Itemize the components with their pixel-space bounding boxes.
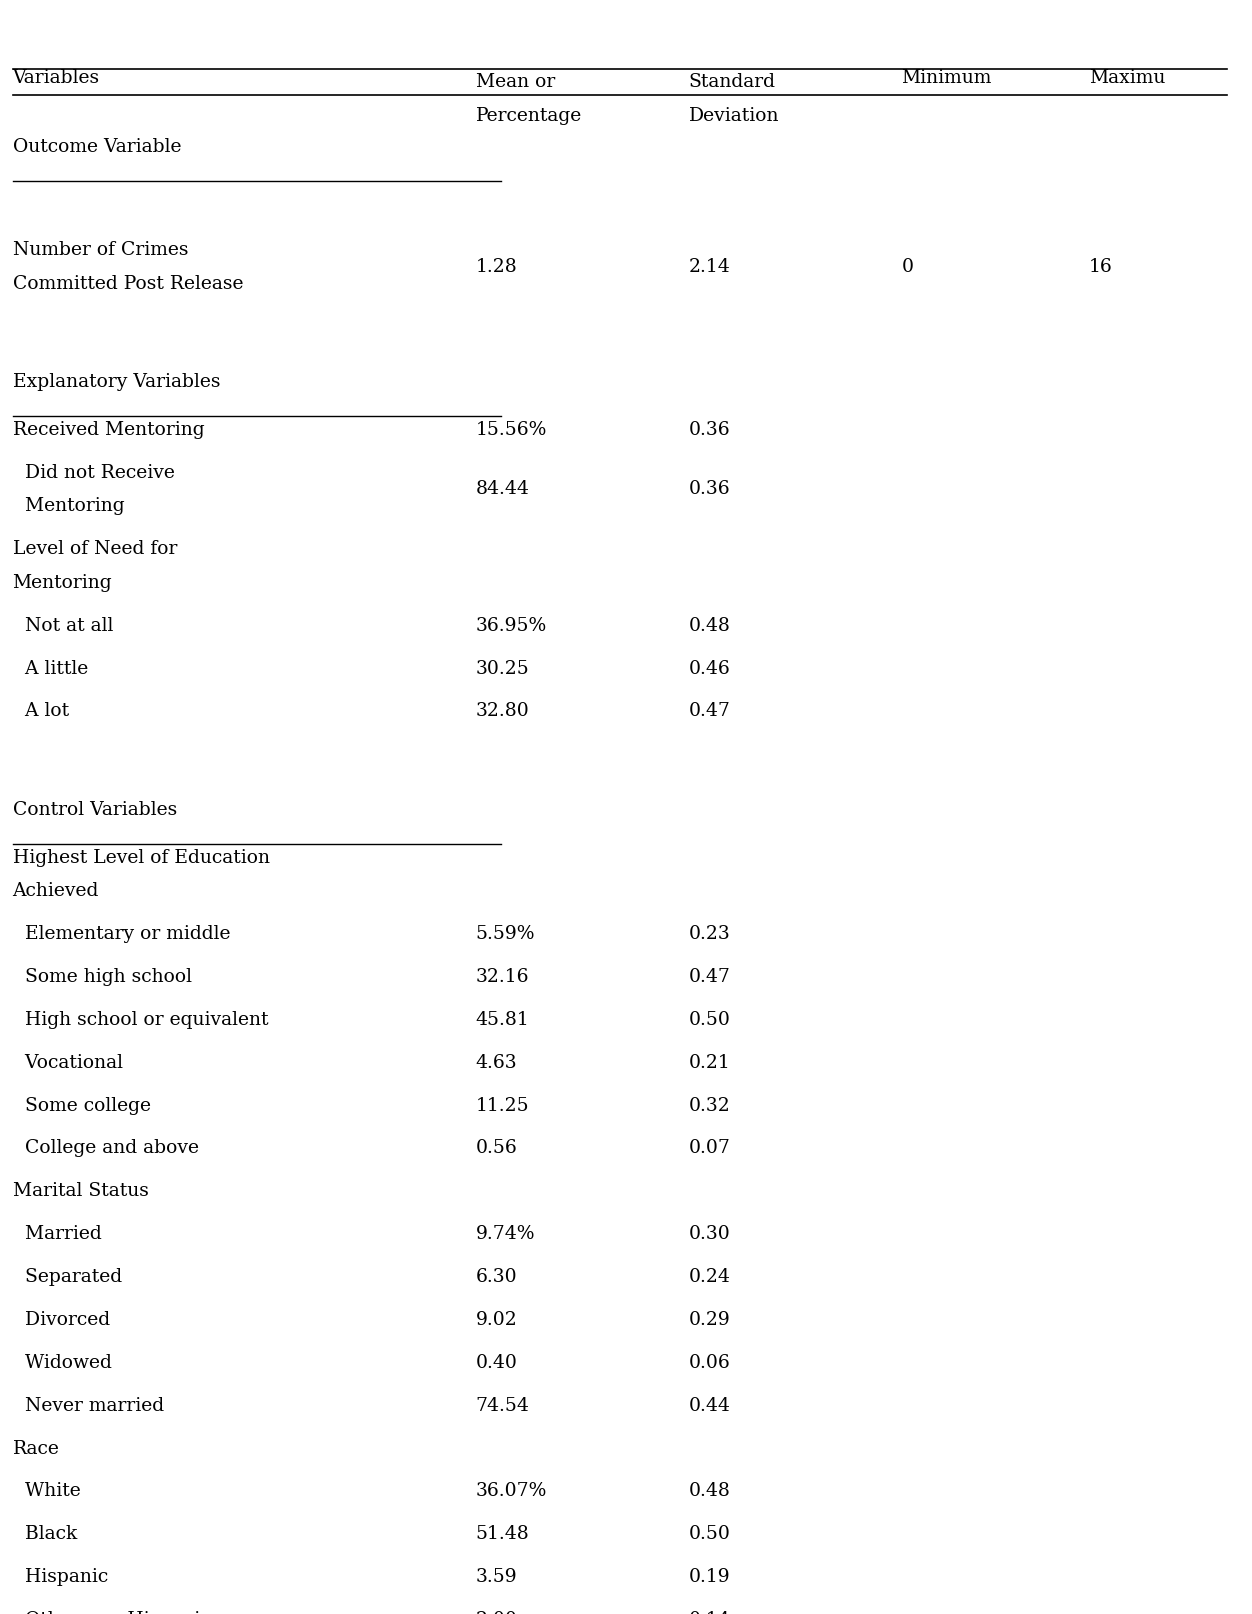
Text: 84.44: 84.44 [476, 481, 530, 499]
Text: 0.19: 0.19 [689, 1569, 730, 1587]
Text: 0.32: 0.32 [689, 1096, 730, 1115]
Text: 6.30: 6.30 [476, 1269, 517, 1286]
Text: 0.36: 0.36 [689, 481, 730, 499]
Text: Never married: Never married [13, 1396, 164, 1415]
Text: Maximu: Maximu [1089, 69, 1166, 87]
Text: Achieved: Achieved [13, 883, 99, 901]
Text: 0.48: 0.48 [689, 1482, 730, 1501]
Text: 0.30: 0.30 [689, 1225, 730, 1243]
Text: 0.29: 0.29 [689, 1311, 730, 1328]
Text: 30.25: 30.25 [476, 660, 530, 678]
Text: Deviation: Deviation [689, 107, 779, 126]
Text: Received Mentoring: Received Mentoring [13, 421, 204, 439]
Text: 45.81: 45.81 [476, 1010, 530, 1028]
Text: 11.25: 11.25 [476, 1096, 530, 1115]
Text: Hispanic: Hispanic [13, 1569, 108, 1587]
Text: Separated: Separated [13, 1269, 121, 1286]
Text: 0.24: 0.24 [689, 1269, 730, 1286]
Text: 16: 16 [1089, 258, 1113, 276]
Text: 51.48: 51.48 [476, 1525, 530, 1543]
Text: 0.21: 0.21 [689, 1054, 730, 1072]
Text: Highest Level of Education: Highest Level of Education [13, 849, 269, 867]
Text: Not at all: Not at all [13, 617, 113, 634]
Text: 4.63: 4.63 [476, 1054, 517, 1072]
Text: Outcome Variable: Outcome Variable [13, 137, 182, 157]
Text: Some high school: Some high school [13, 968, 192, 986]
Text: 1.28: 1.28 [476, 258, 517, 276]
Text: 0.06: 0.06 [689, 1354, 730, 1372]
Text: Marital Status: Marital Status [13, 1183, 149, 1201]
Text: 0.56: 0.56 [476, 1139, 517, 1157]
Text: Standard: Standard [689, 74, 775, 92]
Text: Married: Married [13, 1225, 101, 1243]
Text: 0.50: 0.50 [689, 1525, 730, 1543]
Text: 0: 0 [901, 258, 914, 276]
Text: 5.59%: 5.59% [476, 925, 536, 943]
Text: 0.44: 0.44 [689, 1396, 730, 1415]
Text: Committed Post Release: Committed Post Release [13, 274, 243, 292]
Text: 0.47: 0.47 [689, 702, 730, 720]
Text: 0.46: 0.46 [689, 660, 730, 678]
Text: High school or equivalent: High school or equivalent [13, 1010, 268, 1028]
Text: 36.07%: 36.07% [476, 1482, 547, 1501]
Text: Mentoring: Mentoring [13, 575, 113, 592]
Text: Widowed: Widowed [13, 1354, 111, 1372]
Text: White: White [13, 1482, 80, 1501]
Text: 0.14: 0.14 [689, 1611, 730, 1614]
Text: Some college: Some college [13, 1096, 150, 1115]
Text: Control Variables: Control Variables [13, 801, 177, 818]
Text: Mean or: Mean or [476, 74, 555, 92]
Text: 0.07: 0.07 [689, 1139, 730, 1157]
Text: 36.95%: 36.95% [476, 617, 547, 634]
Text: 0.23: 0.23 [689, 925, 730, 943]
Text: Race: Race [13, 1440, 59, 1457]
Text: Vocational: Vocational [13, 1054, 123, 1072]
Text: Divorced: Divorced [13, 1311, 110, 1328]
Text: Did not Receive: Did not Receive [13, 463, 174, 481]
Text: 15.56%: 15.56% [476, 421, 547, 439]
Text: Mentoring: Mentoring [13, 497, 124, 515]
Text: College and above: College and above [13, 1139, 199, 1157]
Text: 0.47: 0.47 [689, 968, 730, 986]
Text: 2.00: 2.00 [476, 1611, 517, 1614]
Text: 9.02: 9.02 [476, 1311, 517, 1328]
Text: 9.74%: 9.74% [476, 1225, 536, 1243]
Text: 32.16: 32.16 [476, 968, 530, 986]
Text: 74.54: 74.54 [476, 1396, 530, 1415]
Text: Minimum: Minimum [901, 69, 992, 87]
Text: Variables: Variables [13, 69, 100, 87]
Text: 32.80: 32.80 [476, 702, 530, 720]
Text: 3.59: 3.59 [476, 1569, 517, 1587]
Text: Number of Crimes: Number of Crimes [13, 240, 188, 258]
Text: A lot: A lot [13, 702, 69, 720]
Text: Level of Need for: Level of Need for [13, 541, 177, 558]
Text: 0.50: 0.50 [689, 1010, 730, 1028]
Text: Elementary or middle: Elementary or middle [13, 925, 230, 943]
Text: A little: A little [13, 660, 88, 678]
Text: Other non-Hispanic: Other non-Hispanic [13, 1611, 210, 1614]
Text: 0.36: 0.36 [689, 421, 730, 439]
Text: 0.48: 0.48 [689, 617, 730, 634]
Text: Percentage: Percentage [476, 107, 582, 126]
Text: Black: Black [13, 1525, 76, 1543]
Text: Explanatory Variables: Explanatory Variables [13, 373, 220, 391]
Text: 0.40: 0.40 [476, 1354, 517, 1372]
Text: 2.14: 2.14 [689, 258, 730, 276]
